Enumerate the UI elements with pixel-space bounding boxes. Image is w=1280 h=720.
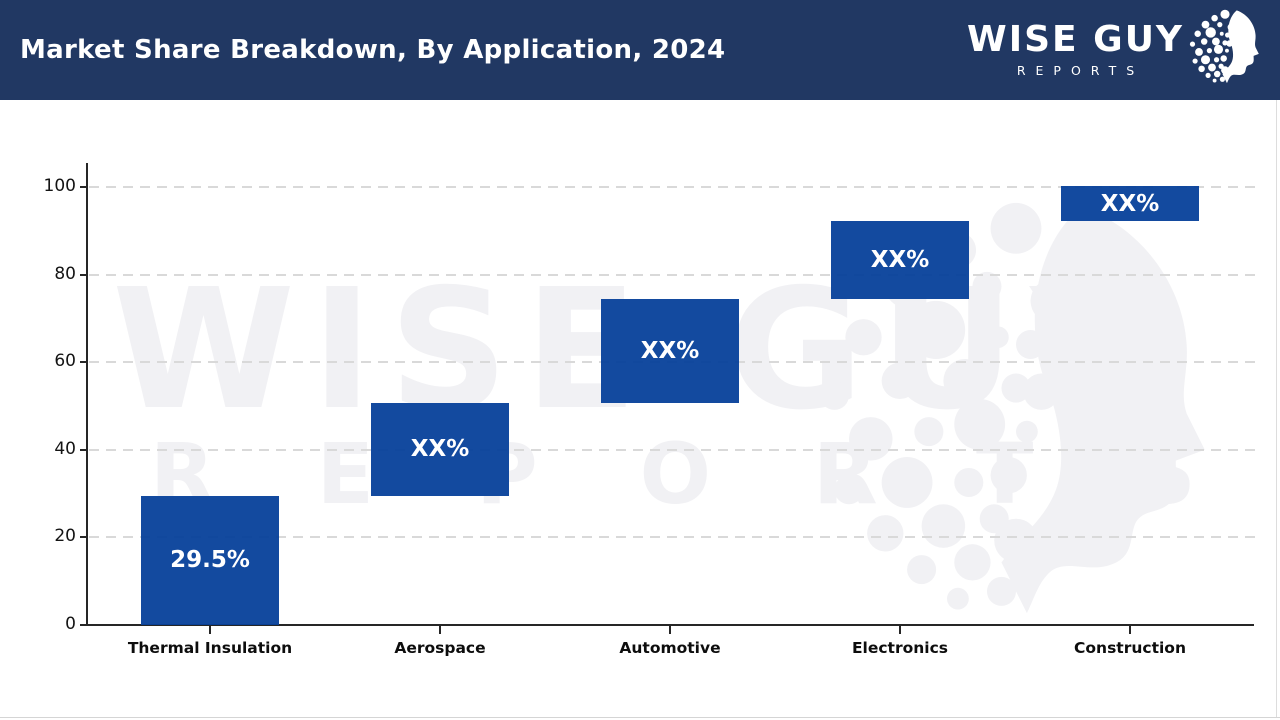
bar-value-label-automotive: XX% — [640, 338, 700, 365]
x-tick-electronics — [899, 626, 901, 634]
gridline-20 — [89, 536, 1262, 539]
y-axis-line — [86, 163, 88, 626]
gridline-40 — [89, 448, 1262, 451]
brand-name: WISE GUY — [966, 19, 1184, 60]
brand-tagline: REPORTS — [1016, 63, 1145, 78]
bar-automotive: XX% — [601, 299, 739, 403]
brand-head-icon — [1186, 7, 1264, 93]
category-label-automotive: Automotive — [619, 639, 721, 657]
image-right-border — [1276, 100, 1277, 717]
y-tick-label-20: 20 — [54, 526, 76, 547]
gridline-80 — [89, 273, 1262, 276]
category-label-aerospace: Aerospace — [394, 639, 486, 657]
category-label-electronics: Electronics — [851, 639, 949, 657]
app-header: Market Share Breakdown, By Application, … — [0, 0, 1280, 100]
y-tick-60 — [80, 361, 88, 364]
y-tick-label-80: 80 — [54, 263, 76, 284]
bar-value-label-aerospace: XX% — [410, 436, 470, 463]
gridline-100 — [89, 186, 1262, 188]
x-axis-line — [85, 624, 1254, 626]
y-tick-label-40: 40 — [54, 438, 76, 459]
x-tick-aerospace — [439, 626, 441, 634]
y-tick-40 — [80, 448, 88, 451]
bar-value-label-thermal-insulation: 29.5% — [170, 547, 250, 574]
bar-value-label-electronics: XX% — [870, 247, 930, 274]
bar-aerospace: XX% — [371, 402, 509, 496]
brand-logo: WISE GUY REPORTS — [967, 7, 1264, 93]
page-title: Market Share Breakdown, By Application, … — [20, 35, 726, 65]
y-tick-100 — [80, 186, 88, 188]
y-tick-0 — [80, 624, 88, 626]
bar-thermal-insulation: 29.5% — [141, 495, 279, 625]
x-tick-construction — [1129, 626, 1131, 634]
bar-electronics: XX% — [831, 221, 969, 300]
y-tick-label-100: 100 — [43, 176, 76, 196]
y-tick-label-60: 60 — [54, 351, 76, 372]
chart-area: 0 20 40 60 80 100 29.5% Thermal Insulation XX% Ae… — [0, 100, 1280, 720]
bar-value-label-construction: XX% — [1100, 190, 1160, 217]
brand-wordmark: WISE GUY REPORTS — [966, 19, 1184, 79]
y-tick-80 — [80, 273, 88, 276]
category-label-construction: Construction — [1074, 639, 1186, 657]
x-tick-automotive — [669, 626, 671, 634]
image-bottom-border — [0, 717, 1280, 718]
x-tick-thermal-insulation — [209, 626, 211, 634]
category-label-thermal-insulation: Thermal Insulation — [127, 639, 293, 657]
y-tick-20 — [80, 536, 88, 539]
bar-construction: XX% — [1061, 186, 1199, 222]
y-tick-label-0: 0 — [65, 614, 76, 634]
